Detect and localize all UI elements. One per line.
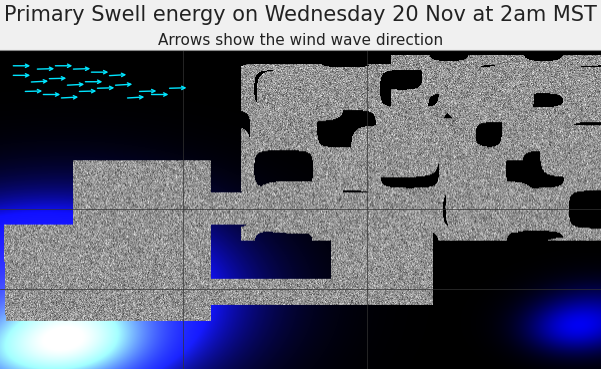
Text: Arrows show the wind wave direction: Arrows show the wind wave direction bbox=[158, 33, 443, 48]
Text: Primary Swell energy on Wednesday 20 Nov at 2am MST: Primary Swell energy on Wednesday 20 Nov… bbox=[4, 5, 597, 25]
